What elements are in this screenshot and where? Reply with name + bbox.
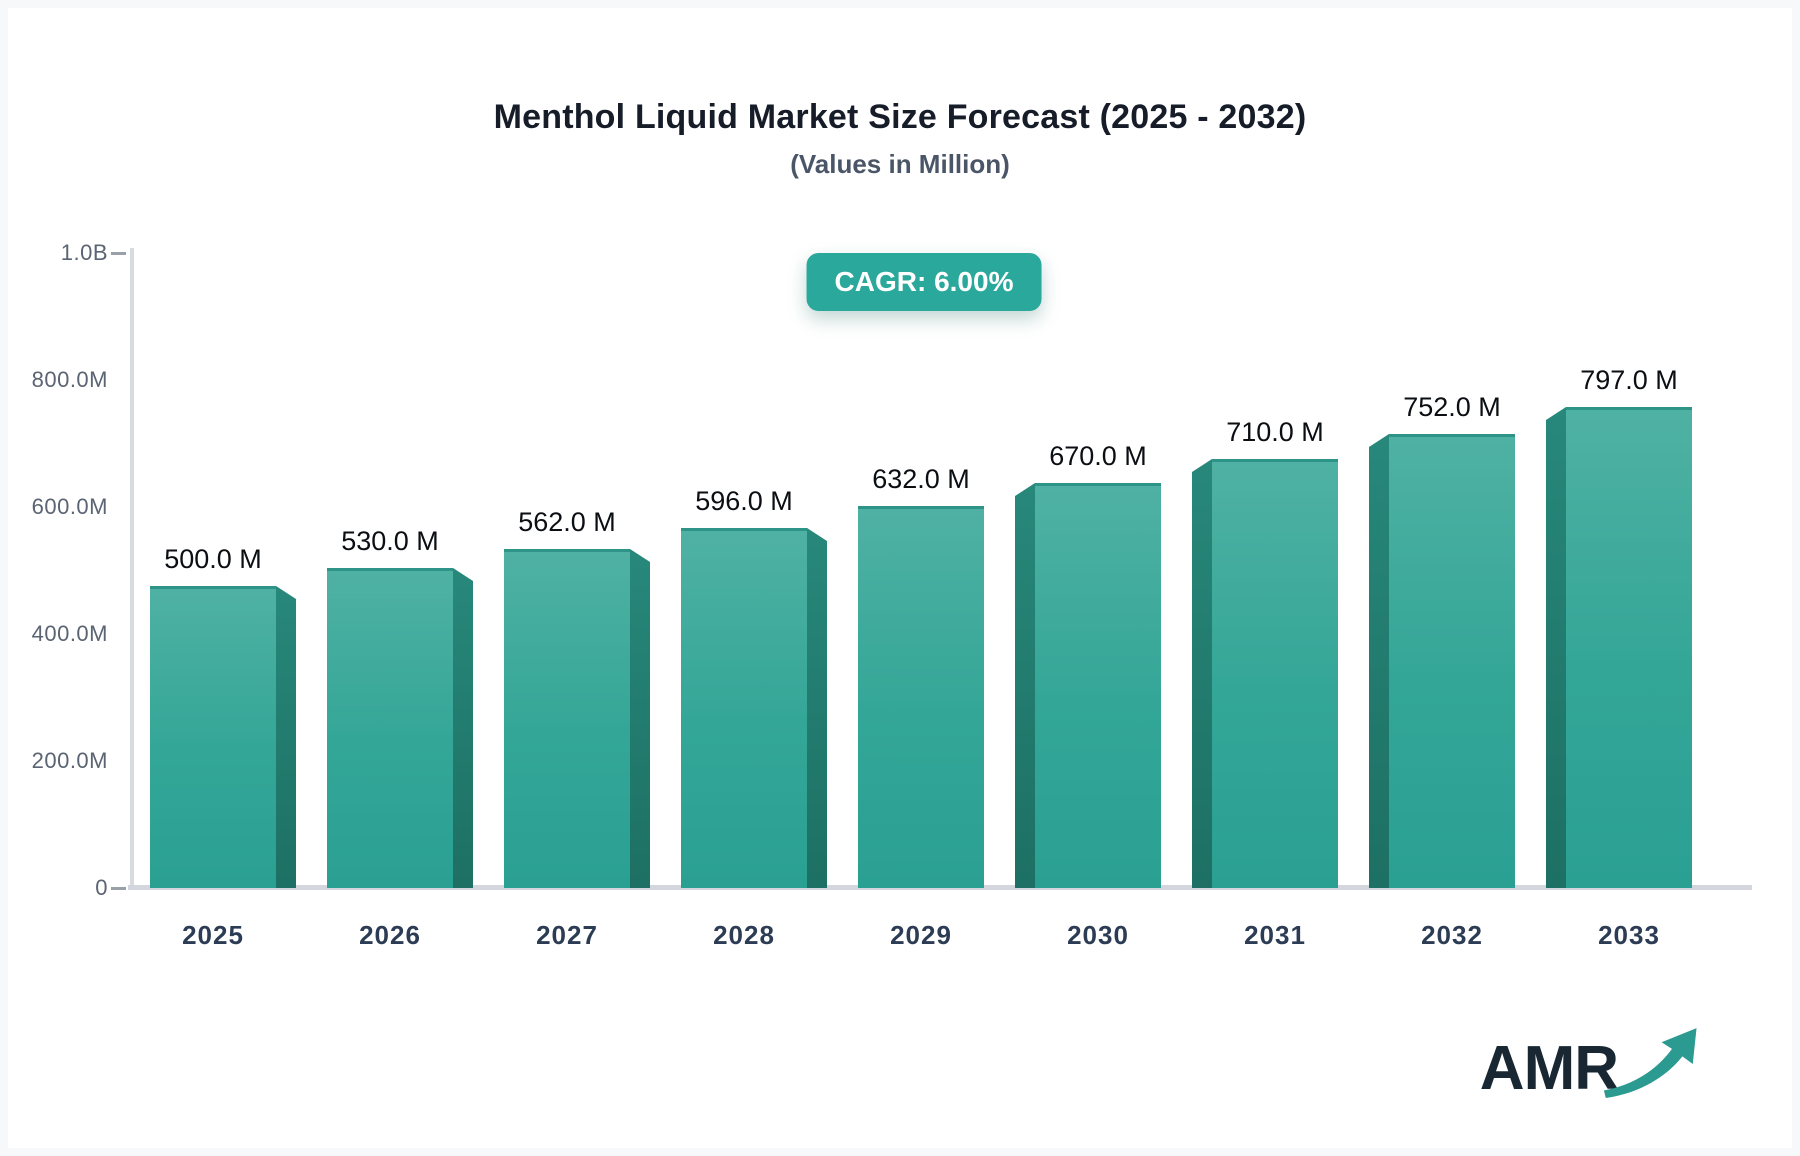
- bar-2025[interactable]: [150, 586, 276, 888]
- x-axis-label: 2025: [182, 920, 244, 950]
- bar-2027[interactable]: [504, 549, 630, 888]
- bar-2026[interactable]: [327, 568, 453, 888]
- amr-logo: AMR: [1480, 1024, 1706, 1109]
- y-axis-label: 200.0M: [31, 748, 108, 773]
- bar-side-face: [453, 568, 473, 888]
- bar-side-face: [1015, 483, 1035, 888]
- chart-title: Menthol Liquid Market Size Forecast (202…: [493, 98, 1307, 136]
- bar-value-label: 562.0 M: [518, 507, 616, 537]
- bar-value-label: 797.0 M: [1580, 365, 1678, 395]
- chart-subtitle: (Values in Million): [790, 149, 1010, 179]
- x-axis-label: 2030: [1067, 920, 1129, 950]
- y-axis-label: 0: [95, 875, 108, 900]
- bar-2032[interactable]: [1389, 434, 1515, 888]
- chart-card: Menthol Liquid Market Size Forecast (202…: [8, 8, 1792, 1148]
- bar-value-label: 752.0 M: [1403, 392, 1501, 422]
- y-axis-label: 800.0M: [31, 367, 108, 392]
- x-axis-label: 2026: [359, 920, 421, 950]
- bar-side-face: [276, 586, 296, 888]
- bar-2028[interactable]: [681, 528, 807, 888]
- x-axis-label: 2033: [1598, 920, 1660, 950]
- bar-2031[interactable]: [1212, 459, 1338, 888]
- amr-logo-text: AMR: [1479, 1034, 1619, 1103]
- bar-side-face: [807, 528, 827, 888]
- bar-side-face: [1192, 459, 1212, 888]
- bar-value-label: 530.0 M: [341, 526, 439, 556]
- bar-value-label: 710.0 M: [1226, 417, 1324, 447]
- bar-value-label: 670.0 M: [1049, 441, 1147, 471]
- x-axis-label: 2031: [1244, 920, 1306, 950]
- x-axis-label: 2028: [713, 920, 775, 950]
- bar-value-label: 500.0 M: [164, 544, 262, 574]
- bar-side-face: [1369, 434, 1389, 888]
- y-axis-line: [130, 248, 134, 890]
- y-axis-tick: [111, 252, 126, 255]
- bar-2033[interactable]: [1566, 407, 1692, 888]
- x-axis-label: 2027: [536, 920, 598, 950]
- bar-value-label: 596.0 M: [695, 486, 793, 516]
- y-axis-label: 1.0B: [60, 240, 108, 265]
- y-axis-label: 600.0M: [31, 494, 108, 519]
- growth-arrow-icon: [1602, 1024, 1706, 1109]
- cagr-badge: CAGR: 6.00%: [806, 253, 1042, 311]
- bar-2029[interactable]: [858, 506, 984, 888]
- x-axis-label: 2029: [890, 920, 952, 950]
- bar-2030[interactable]: [1035, 483, 1161, 888]
- y-axis-tick: [111, 887, 126, 890]
- x-axis-label: 2032: [1421, 920, 1483, 950]
- y-axis-label: 400.0M: [31, 621, 108, 646]
- bar-value-label: 632.0 M: [872, 464, 970, 494]
- bar-side-face: [630, 549, 650, 888]
- bar-side-face: [1546, 407, 1566, 888]
